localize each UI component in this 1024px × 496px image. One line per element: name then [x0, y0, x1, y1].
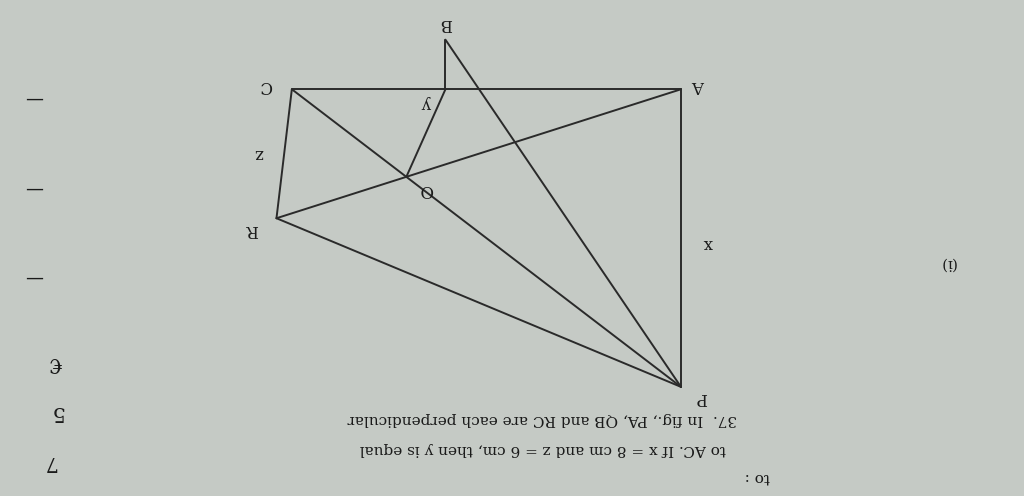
Text: —: — — [25, 269, 43, 287]
Text: O: O — [420, 181, 433, 198]
Text: 37.  In fig., PA, QB and RC are each perpendicular: 37. In fig., PA, QB and RC are each perp… — [348, 412, 737, 426]
Text: A: A — [693, 77, 706, 94]
Text: —: — — [25, 90, 43, 108]
Text: —: — — [25, 180, 43, 197]
Text: 5: 5 — [50, 402, 62, 421]
Text: C: C — [260, 77, 272, 94]
Text: to AC. If x = 8 cm and z = 6 cm, then y is equal: to AC. If x = 8 cm and z = 6 cm, then y … — [359, 442, 726, 456]
Text: €: € — [49, 353, 63, 372]
Text: z: z — [255, 145, 263, 162]
Text: P: P — [696, 389, 707, 406]
Text: (i): (i) — [939, 256, 955, 270]
Text: B: B — [439, 15, 452, 32]
Text: R: R — [246, 221, 258, 238]
Text: x: x — [703, 235, 714, 251]
Text: 7: 7 — [43, 452, 55, 471]
Text: y: y — [422, 95, 432, 112]
Text: to :: to : — [745, 470, 770, 484]
